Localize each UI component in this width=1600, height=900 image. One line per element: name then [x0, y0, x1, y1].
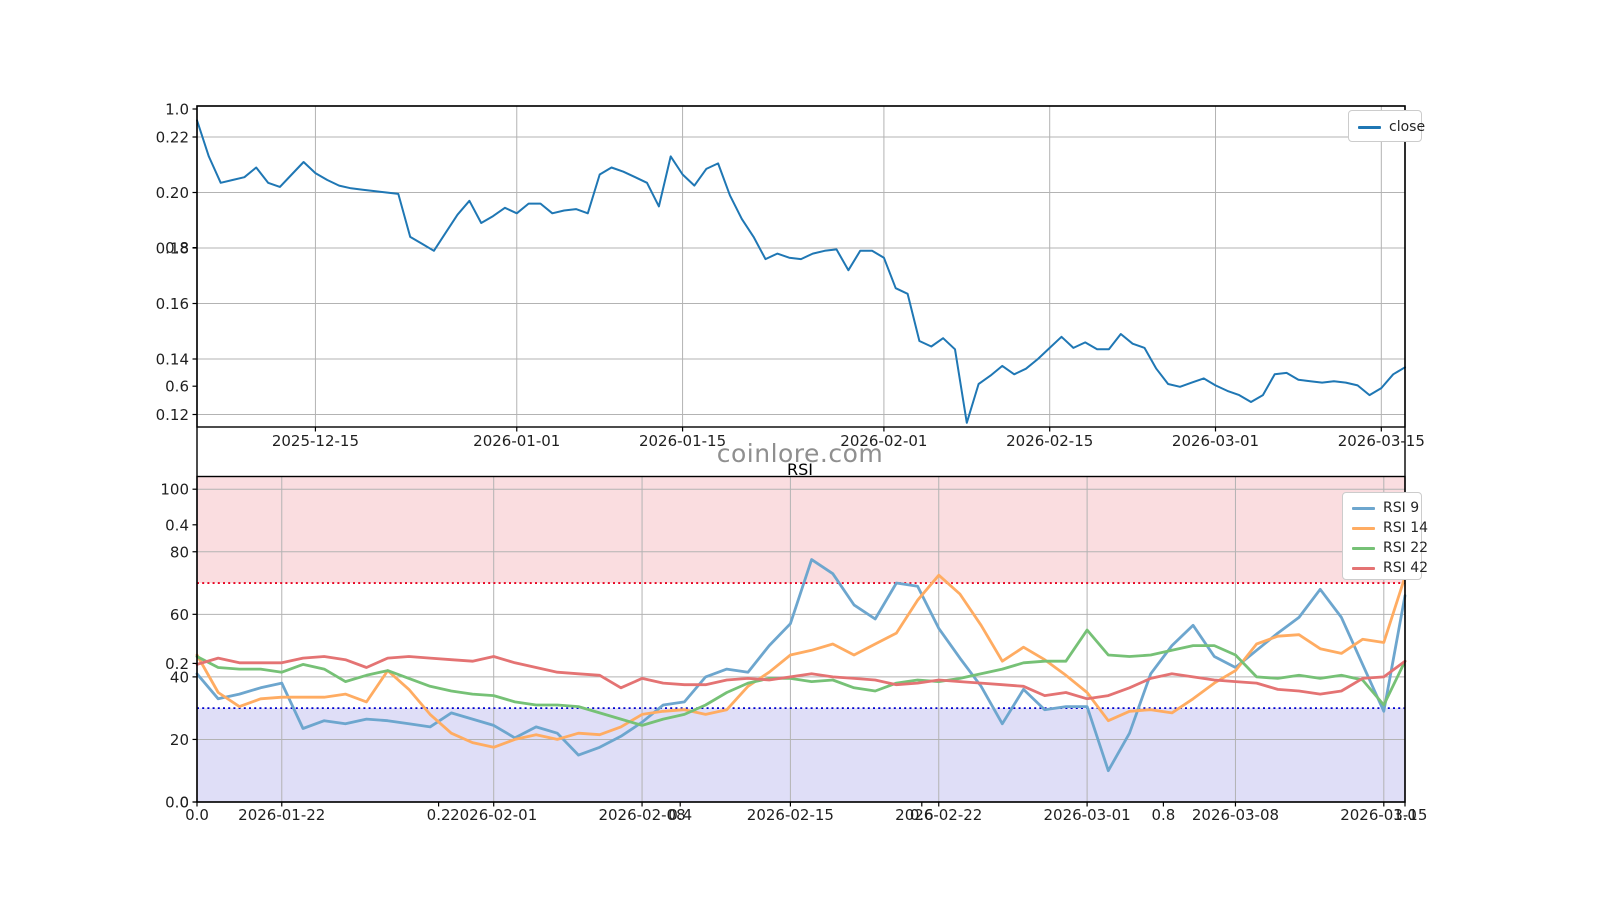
overlay-xtick-label: 0.6 — [910, 806, 934, 824]
rsi42-line — [195, 655, 1407, 701]
price-xtick-label: 2026-01-01 — [473, 432, 560, 450]
overlay-xtick-label: 0.2 — [427, 806, 451, 824]
legend-label-rsi9: RSI 9 — [1383, 500, 1420, 516]
overlay-ytick-label: 0.2 — [165, 655, 189, 673]
close-line — [196, 119, 1406, 424]
watermark: coinlore.com — [716, 439, 884, 468]
overlay-ytick-label: 0.4 — [165, 516, 189, 534]
legend-label-rsi42: RSI 42 — [1383, 560, 1429, 576]
rsi22-line — [195, 628, 1407, 727]
rsi-ytick-label: 100 — [160, 481, 189, 499]
price-axes-frame — [196, 105, 1406, 428]
tick-layer — [192, 108, 1406, 807]
rsi-axes-frame — [196, 475, 1406, 803]
legend-label-rsi14: RSI 14 — [1383, 520, 1429, 536]
price-ytick-label: 0.22 — [156, 129, 189, 147]
rsi-ytick-label: 40 — [170, 668, 189, 686]
overlay-xtick-label: 0.0 — [185, 806, 209, 824]
price-xtick-label: 2025-12-15 — [272, 432, 359, 450]
overbought-band — [197, 476, 1405, 584]
price-ytick-label: 0.14 — [156, 351, 189, 369]
overlay-ytick-label: 0.8 — [165, 239, 189, 257]
rsi-xtick-label: 2026-03-08 — [1192, 806, 1279, 824]
legend-entry-rsi9: RSI 9 — [1352, 498, 1419, 518]
overlay-xtick-label: 0.4 — [668, 806, 692, 824]
legend-entry-rsi14: RSI 14 — [1352, 518, 1428, 538]
price-ytick-label: 0.18 — [156, 240, 189, 258]
rsi9-line — [195, 558, 1407, 773]
rsi-subplot-title: RSI — [787, 460, 813, 479]
rsi-xtick-label: 2026-02-15 — [747, 806, 834, 824]
price-ytick-label: 0.20 — [156, 184, 189, 202]
rsi-ytick-label: 0 — [179, 794, 189, 812]
rsi9-line-swatch-icon — [1352, 506, 1375, 510]
legend-rsi: RSI 9 RSI 14 RSI 22 RSI 42 — [1342, 492, 1428, 580]
legend-close: close — [1348, 110, 1425, 142]
rsi-ytick-label: 60 — [170, 606, 189, 624]
legend-label-close: close — [1389, 119, 1426, 135]
threshold-line-layer — [197, 582, 1405, 710]
oversold-band — [197, 708, 1405, 802]
legend-entry-rsi22: RSI 22 — [1352, 538, 1428, 558]
legend-label-rsi22: RSI 22 — [1383, 540, 1429, 556]
rsi-ytick-label: 20 — [170, 731, 189, 749]
band-layer — [197, 476, 1405, 802]
overlay-xtick-label: 1.0 — [1393, 806, 1417, 824]
rsi42-line-swatch-icon — [1352, 566, 1375, 570]
overlay-ytick-label: 1.0 — [165, 101, 189, 119]
price-xtick-label: 2026-01-15 — [639, 432, 726, 450]
legend-entry-rsi42: RSI 42 — [1352, 558, 1428, 578]
rsi-xtick-label: 2026-03-15 — [1340, 806, 1427, 824]
overlay-ytick-label: 0.0 — [165, 794, 189, 812]
rsi-xtick-label: 2026-02-01 — [450, 806, 537, 824]
price-ytick-label: 0.12 — [156, 406, 189, 424]
price-xtick-label: 2026-02-01 — [840, 432, 927, 450]
rsi-xtick-label: 2026-02-08 — [598, 806, 685, 824]
price-xtick-label: 2026-03-15 — [1338, 432, 1425, 450]
rsi-xtick-label: 2026-03-01 — [1044, 806, 1131, 824]
price-xtick-label: 2026-02-15 — [1006, 432, 1093, 450]
rsi14-line-swatch-icon — [1352, 526, 1375, 530]
overlay-xtick-label: 0.8 — [1151, 806, 1175, 824]
rsi-xtick-label: 2026-02-22 — [895, 806, 982, 824]
gridline-layer — [197, 106, 1405, 803]
close-line-swatch-icon — [1358, 125, 1381, 129]
rsi22-line-swatch-icon — [1352, 546, 1375, 550]
price-xtick-label: 2026-03-01 — [1172, 432, 1259, 450]
overlay-ytick-label: 0.6 — [165, 378, 189, 396]
rsi-ytick-label: 80 — [170, 543, 189, 561]
series-layer — [195, 119, 1407, 773]
rsi14-line — [195, 573, 1407, 749]
legend-entry-close: close — [1358, 117, 1425, 137]
axes-frame-layer — [196, 105, 1406, 803]
price-ytick-label: 0.16 — [156, 295, 189, 313]
rsi-xtick-label: 2026-01-22 — [238, 806, 325, 824]
